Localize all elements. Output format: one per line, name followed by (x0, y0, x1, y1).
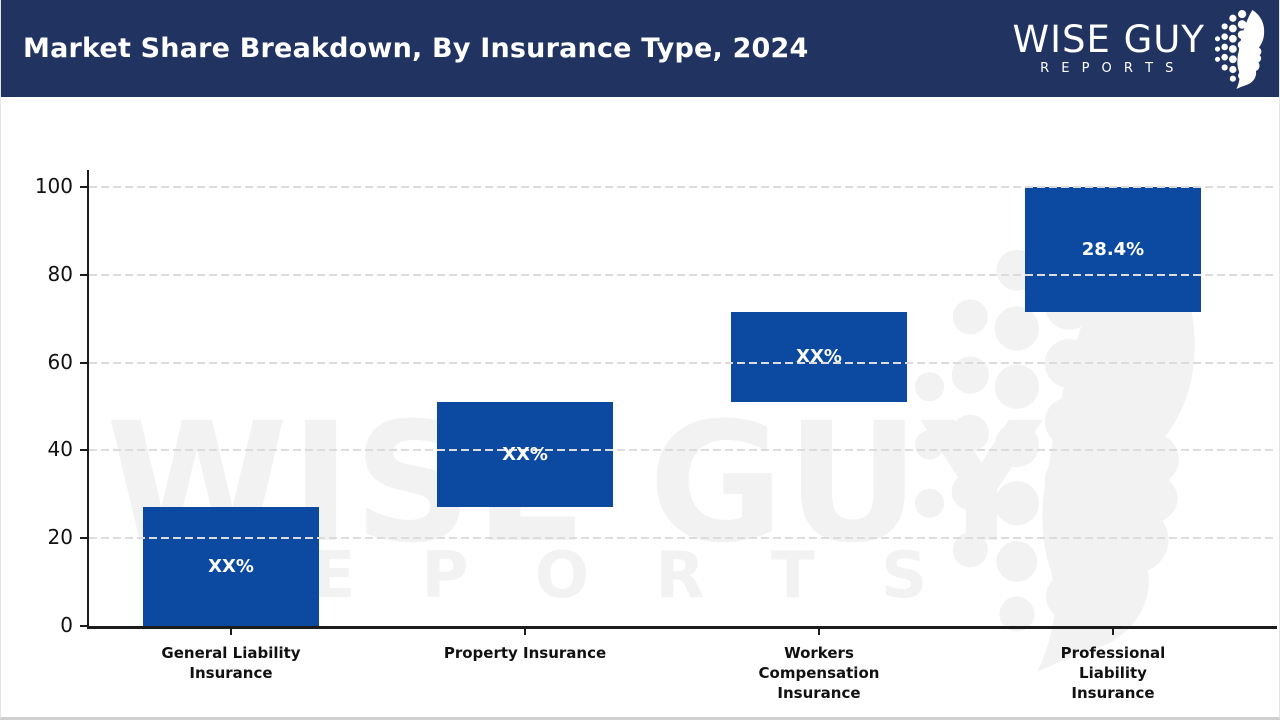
bar-1 (143, 507, 319, 626)
y-axis-label-0: 0 (60, 613, 73, 637)
x-axis-tick-4 (1112, 629, 1114, 635)
y-axis-tick-80 (80, 273, 87, 276)
bar-4 (1025, 187, 1201, 312)
y-axis-tick-40 (80, 449, 87, 452)
y-axis-label-60: 60 (47, 349, 73, 374)
watermark-dotted-head-profile-icon (914, 223, 1195, 673)
gridline-100 (89, 186, 1277, 188)
y-axis-label-40: 40 (47, 437, 73, 462)
page-title: Market Share Breakdown, By Insurance Typ… (23, 33, 809, 64)
y-axis-tick-0 (80, 625, 87, 627)
y-axis-tick-60 (80, 361, 87, 364)
x-axis-label-1: General Liability Insurance (161, 644, 301, 682)
wiseguy-logo: WISE GUY R E P O R T S (1012, 8, 1279, 90)
x-axis-spine (87, 626, 1277, 629)
gridline-60 (89, 361, 1277, 364)
bar-value-label-4: 28.4% (1081, 238, 1145, 260)
y-axis-tick-20 (80, 537, 87, 540)
logo-wordmark: WISE GUY (1012, 17, 1205, 61)
bar-2 (437, 402, 613, 508)
y-axis-label-20: 20 (47, 525, 73, 550)
y-axis-label-100: 100 (34, 174, 73, 198)
gridline-20 (89, 537, 1277, 540)
x-axis-label-4: Professional Liability Insurance (1060, 644, 1166, 702)
x-axis-tick-1 (230, 629, 232, 635)
waterfall-chart: XX% XX% XX% 28.4% 0 20 40 60 80 100 General Liabil… (1, 97, 1279, 717)
x-axis-label-2: Property Insurance (443, 644, 607, 662)
x-axis-tick-2 (524, 629, 526, 635)
dotted-head-profile-icon (1214, 9, 1265, 89)
chart-area: WISE GUY R E P O R T S XX% XX% XX% 28.4% 0 20… (1, 97, 1279, 717)
gridline-80 (89, 273, 1277, 276)
bar-value-label-3: XX% (796, 346, 842, 368)
y-axis-tick-100 (80, 186, 87, 188)
x-axis-label-3: Workers Compensation Insurance (758, 644, 880, 702)
y-axis-label-80: 80 (47, 261, 73, 286)
x-axis-tick-3 (818, 629, 820, 635)
bar-value-label-2: XX% (502, 444, 548, 466)
bar-value-label-1: XX% (208, 556, 254, 577)
logo-text: WISE GUY R E P O R T S (1012, 17, 1205, 77)
bar-3 (731, 311, 907, 403)
y-axis-spine (87, 170, 89, 629)
header-bar: Market Share Breakdown, By Insurance Typ… (1, 0, 1279, 97)
logo-subtext: R E P O R T S (1040, 61, 1178, 77)
gridline-40 (89, 449, 1277, 452)
